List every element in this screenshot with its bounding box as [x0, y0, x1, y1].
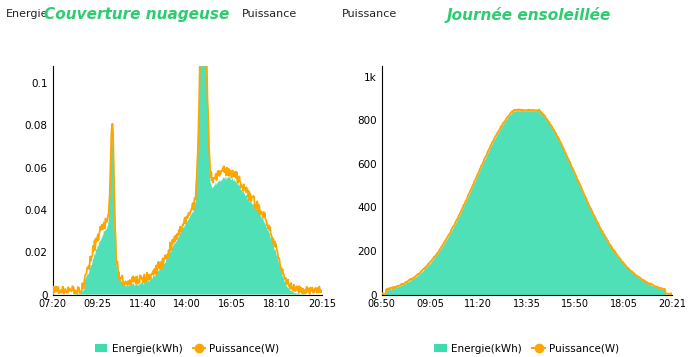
- Text: Puissance: Puissance: [342, 9, 397, 19]
- Text: Journée ensoleillée: Journée ensoleillée: [447, 7, 610, 23]
- Legend: Energie(kWh), Puissance(W): Energie(kWh), Puissance(W): [91, 340, 284, 357]
- Text: Energie: Energie: [6, 9, 48, 19]
- Legend: Energie(kWh), Puissance(W): Energie(kWh), Puissance(W): [430, 340, 623, 357]
- Text: Puissance: Puissance: [241, 9, 297, 19]
- Text: Couverture nuageuse: Couverture nuageuse: [44, 7, 229, 22]
